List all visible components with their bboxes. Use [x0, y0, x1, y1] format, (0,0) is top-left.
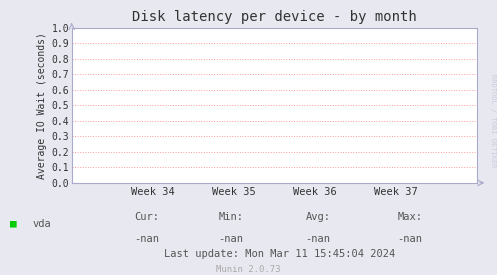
Text: Min:: Min: [219, 212, 244, 222]
Text: Last update: Mon Mar 11 15:45:04 2024: Last update: Mon Mar 11 15:45:04 2024 [164, 249, 395, 259]
Text: -nan: -nan [219, 234, 244, 244]
Text: -nan: -nan [398, 234, 422, 244]
Text: -nan: -nan [134, 234, 159, 244]
Text: vda: vda [32, 219, 51, 229]
Text: Max:: Max: [398, 212, 422, 222]
Text: Cur:: Cur: [134, 212, 159, 222]
Text: -nan: -nan [306, 234, 331, 244]
Text: RRDTOOL / TOBI OETIKER: RRDTOOL / TOBI OETIKER [490, 74, 496, 168]
Text: ■: ■ [10, 219, 17, 229]
Text: Avg:: Avg: [306, 212, 331, 222]
Y-axis label: Average IO Wait (seconds): Average IO Wait (seconds) [37, 32, 48, 179]
Title: Disk latency per device - by month: Disk latency per device - by month [132, 10, 417, 24]
Text: Munin 2.0.73: Munin 2.0.73 [216, 265, 281, 274]
